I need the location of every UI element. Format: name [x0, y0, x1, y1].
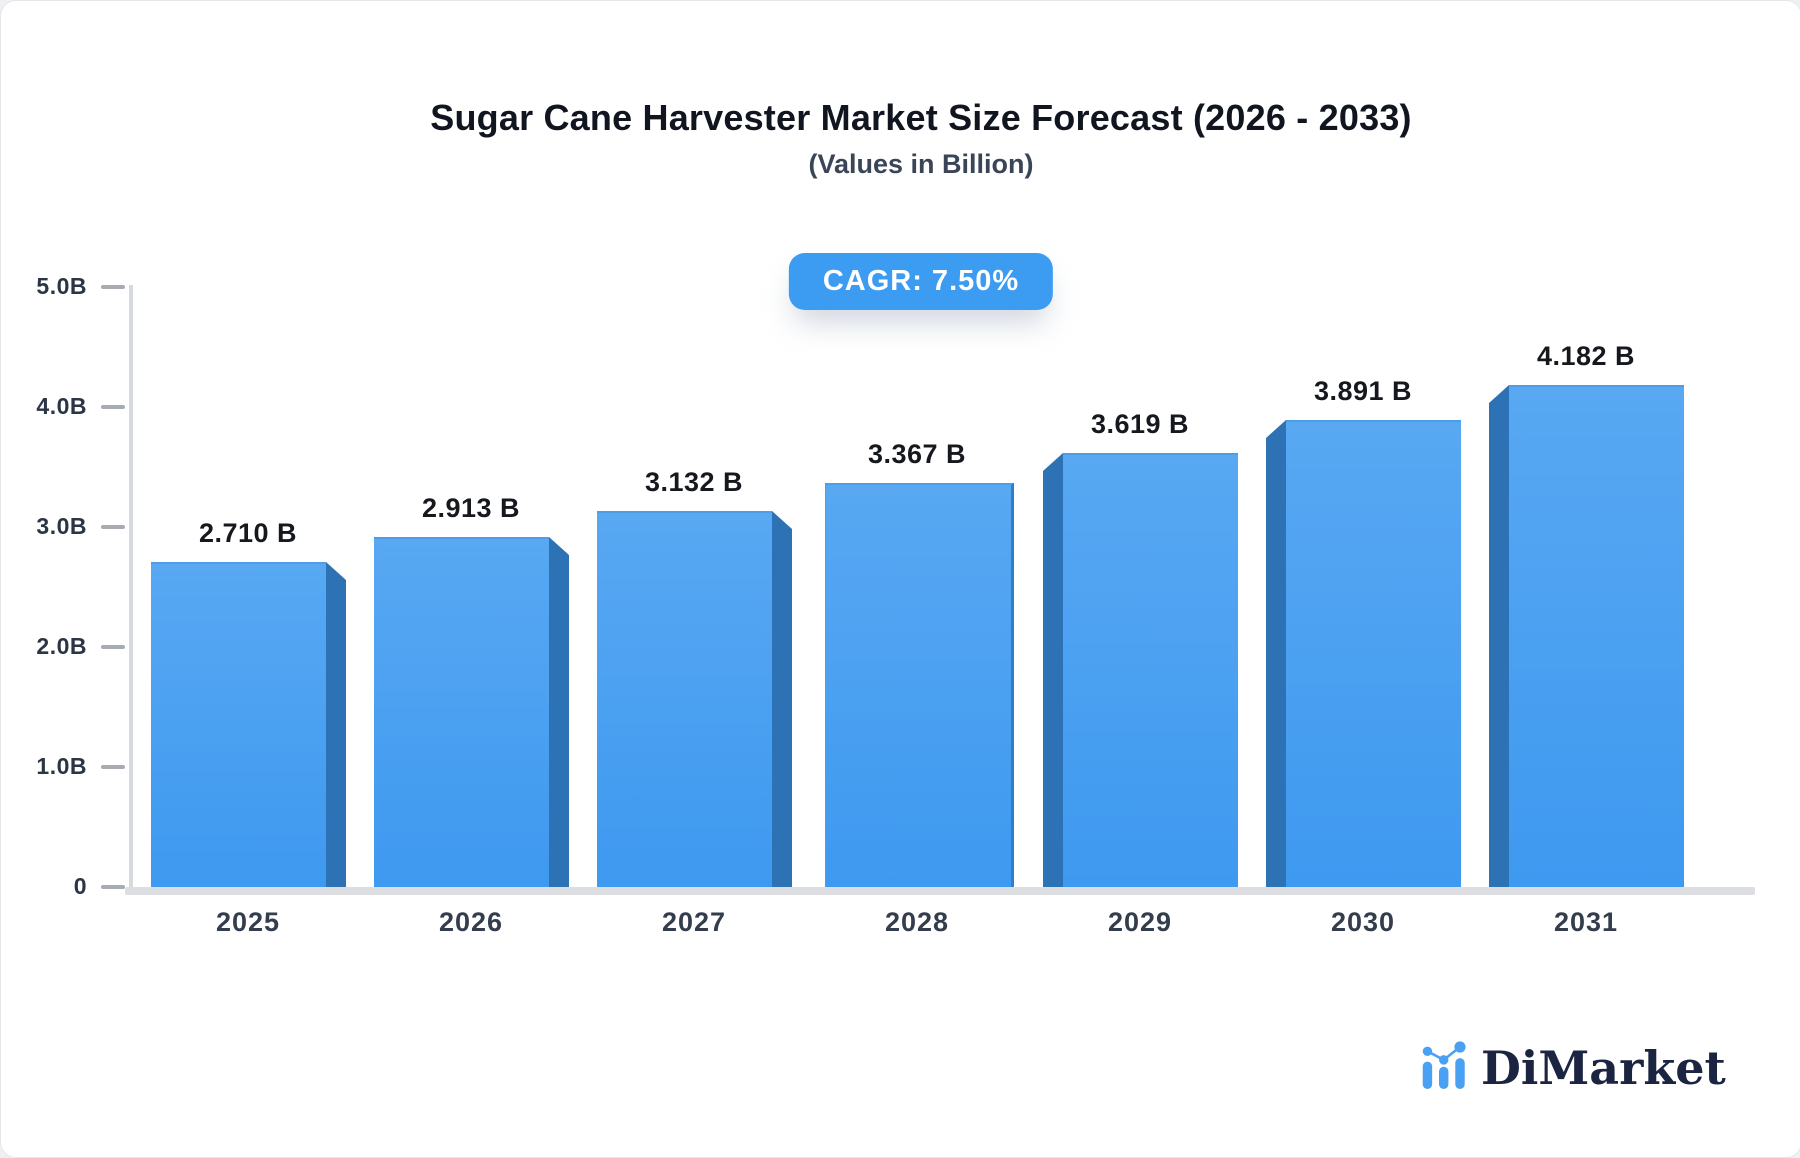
- bar-bevel: [326, 562, 346, 887]
- bar-2031: [1489, 385, 1684, 887]
- bar-bevel: [772, 511, 792, 887]
- y-tick-mark: [101, 525, 125, 529]
- cagr-badge: CAGR: 7.50%: [788, 253, 1054, 310]
- y-tick-mark: [101, 765, 125, 769]
- y-tick-label: 2.0B: [36, 633, 87, 659]
- x-axis-label: 2030: [1330, 907, 1396, 937]
- bar-value-label: 2.913 B: [421, 493, 521, 523]
- bar-fill: [151, 562, 326, 887]
- dimarket-logo: DiMarket: [1421, 1039, 1726, 1091]
- bar-fill: [374, 537, 549, 887]
- y-tick-mark: [101, 405, 125, 409]
- x-axis-label: 2027: [661, 907, 727, 937]
- bar-fill: [825, 483, 1014, 887]
- x-axis-baseline: [125, 887, 1755, 895]
- bar-2025: [151, 562, 346, 887]
- cagr-label: CAGR: 7.50%: [822, 265, 1020, 297]
- bar-2029: [1043, 453, 1238, 887]
- y-axis-line: [129, 285, 133, 895]
- y-tick-mark: [101, 885, 125, 889]
- bar-2027: [597, 511, 792, 887]
- bar-fill: [597, 511, 772, 887]
- bar-bevel: [549, 537, 569, 887]
- y-tick-label: 3.0B: [36, 513, 87, 539]
- y-tick-label: 5.0B: [36, 273, 87, 299]
- bar-value-label: 3.891 B: [1313, 376, 1413, 406]
- x-axis-label: 2026: [438, 907, 504, 937]
- y-tick-label: 1.0B: [36, 753, 87, 779]
- x-axis-label: 2025: [215, 907, 281, 937]
- bar-2030: [1266, 420, 1461, 887]
- y-tick-label: 0: [73, 873, 87, 899]
- bar-2026: [374, 537, 569, 887]
- bar-2028: [820, 483, 1015, 887]
- x-axis-label: 2028: [884, 907, 950, 937]
- dimarket-logo-icon: [1422, 1041, 1466, 1089]
- bar-bevel: [1043, 453, 1063, 887]
- y-tick-mark: [101, 285, 125, 289]
- bar-value-label: 3.367 B: [867, 439, 967, 469]
- bar-fill: [1509, 385, 1684, 887]
- y-tick-label: 4.0B: [36, 393, 87, 419]
- chart-title: Sugar Cane Harvester Market Size Forecas…: [430, 97, 1412, 138]
- bar-bevel: [1266, 420, 1286, 887]
- dimarket-logo-text: DiMarket: [1481, 1041, 1726, 1095]
- bar-value-label: 2.710 B: [198, 518, 298, 548]
- x-axis-label: 2031: [1553, 907, 1619, 937]
- chart-subtitle: (Values in Billion): [808, 149, 1034, 179]
- bar-value-label: 3.619 B: [1090, 409, 1190, 439]
- bar-fill: [1286, 420, 1461, 887]
- bar-fill: [1063, 453, 1238, 887]
- bar-value-label: 3.132 B: [644, 467, 744, 497]
- bar-value-label: 4.182 B: [1536, 341, 1636, 371]
- bar-bevel: [1489, 385, 1509, 887]
- x-axis-label: 2029: [1107, 907, 1173, 937]
- y-tick-mark: [101, 645, 125, 649]
